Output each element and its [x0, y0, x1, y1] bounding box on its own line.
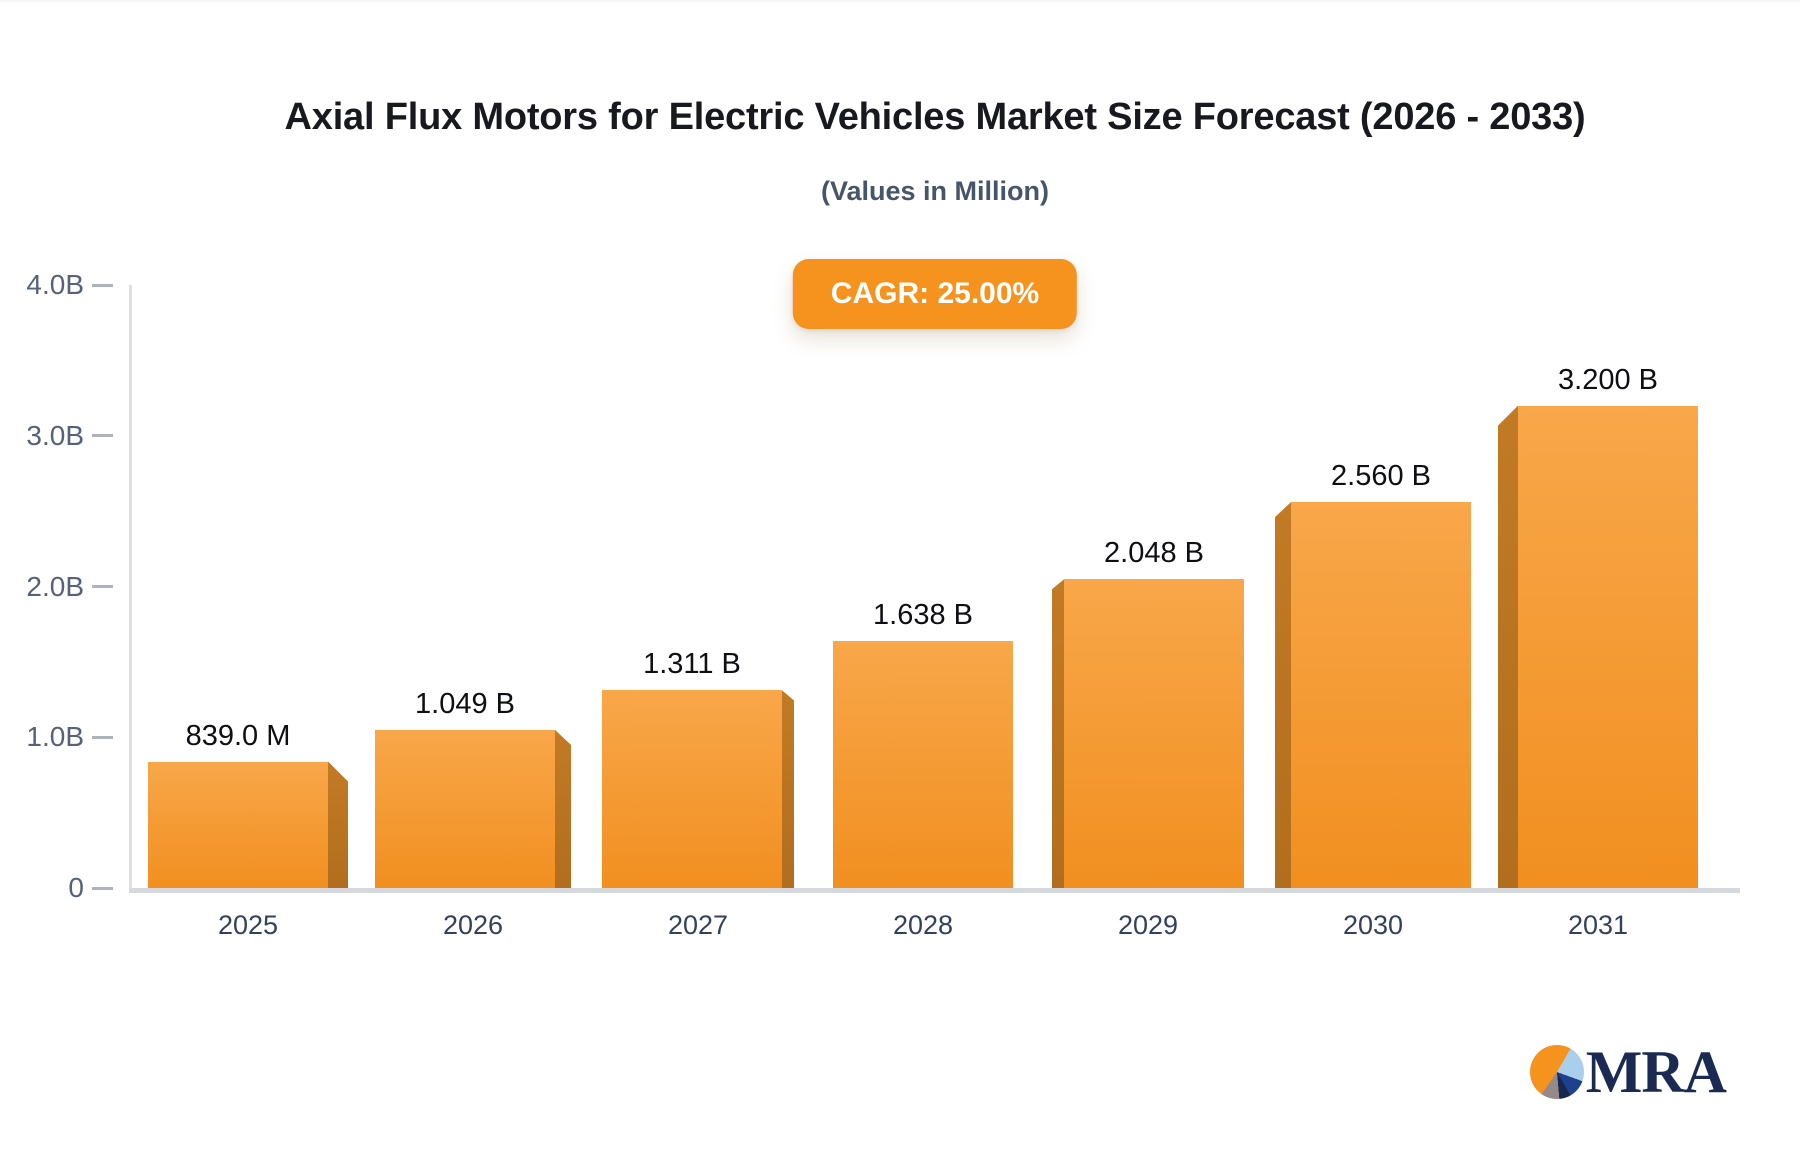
cagr-badge: CAGR: 25.00%: [792, 259, 1078, 329]
chart-title: Axial Flux Motors for Electric Vehicles …: [284, 96, 1586, 138]
brand-logo: MRA: [1529, 1039, 1727, 1105]
bar-2027: 1.311 B: [602, 648, 794, 888]
brand-logo-text: MRA: [1585, 1039, 1727, 1105]
bar-2029: 2.048 B: [1052, 537, 1244, 888]
y-tick-label: 0: [68, 872, 84, 903]
bar-3d-side: [782, 690, 794, 888]
bar-3d-side: [1498, 405, 1518, 888]
x-axis-category-label: 2025: [217, 910, 279, 940]
y-tick-label: 4.0B: [26, 269, 84, 300]
bar-3d-side: [1052, 579, 1064, 888]
bar-face: [602, 690, 782, 888]
bar-face: [1518, 405, 1698, 888]
y-tick-label: 1.0B: [26, 721, 84, 753]
bar-face: [375, 729, 555, 888]
y-tick-dash: [92, 434, 113, 438]
y-tick-label: 3.0B: [26, 419, 84, 451]
bar-2030: 2.560 B: [1275, 460, 1471, 888]
bar-face: [148, 761, 328, 888]
mra-pie-logo-icon: [1529, 1045, 1584, 1099]
bar-2031: 3.200 B: [1498, 364, 1698, 888]
bar-2026: 1.049 B: [375, 688, 571, 888]
y-tick-dash: [92, 585, 113, 588]
x-axis-category-label: 2030: [1342, 910, 1404, 940]
bar-value-label: 2.560 B: [1331, 460, 1431, 493]
bar-3d-side: [1275, 502, 1291, 888]
x-axis-baseline: [129, 888, 1740, 893]
y-tick-dash: [92, 886, 113, 890]
x-axis-category-label: 2029: [1117, 910, 1179, 940]
x-axis-category-label: 2026: [442, 910, 504, 940]
bar-3d-side: [555, 729, 571, 888]
bar-value-label: 1.311 B: [643, 648, 741, 681]
chart-subtitle: (Values in Million): [820, 176, 1050, 206]
bar-value-label: 1.638 B: [873, 599, 973, 632]
bar-value-label: 3.200 B: [1558, 363, 1658, 396]
y-tick-dash: [92, 283, 113, 287]
bar-3d-side: [328, 761, 348, 888]
bar-2028: 1.638 B: [833, 599, 1013, 888]
y-tick-dash: [92, 735, 113, 739]
y-tick-label: 2.0B: [26, 570, 84, 602]
x-axis-category-label: 2028: [892, 910, 954, 940]
x-axis-category-label: 2027: [667, 910, 729, 940]
x-axis-category-label: 2031: [1567, 910, 1629, 940]
bar-face: [1291, 502, 1471, 888]
bar-value-label: 2.048 B: [1104, 537, 1204, 570]
bar-face: [1064, 579, 1244, 888]
bar-value-label: 1.049 B: [415, 687, 515, 720]
bar-2025: 839.0 M: [148, 720, 348, 888]
y-axis-line: [129, 285, 132, 888]
bar-value-label: 839.0 M: [185, 719, 291, 752]
bar-face: [833, 641, 1013, 888]
